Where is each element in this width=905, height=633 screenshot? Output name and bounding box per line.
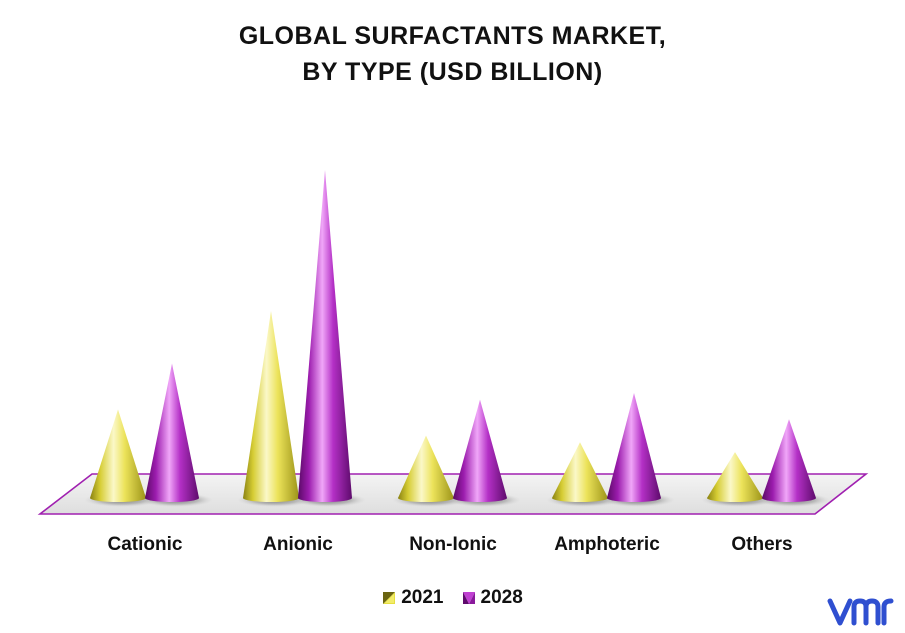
cone-non-ionic-2021 [398,435,454,502]
legend-item-2021: 2021 [382,587,444,609]
category-label-amphoteric: Amphoteric [554,534,660,555]
cone-amphoteric-2021 [552,442,608,502]
legend-label-2028: 2028 [480,587,523,608]
legend-swatch-2021 [383,592,396,604]
cone-non-ionic-2028 [453,399,507,502]
category-label-cationic: Cationic [108,534,183,555]
category-label-non-ionic: Non-Ionic [409,534,497,555]
legend-swatch-2028 [462,592,475,604]
cone-others-2021 [707,452,763,502]
cone-cationic-2028 [145,363,199,502]
cone-others-2028 [762,419,816,502]
legend-label-2021: 2021 [401,587,444,608]
category-label-anionic: Anionic [263,534,333,555]
cone-anionic-2021 [243,311,299,502]
chart-title-line-2: BY TYPE (USD BILLION) [302,58,603,86]
cone-anionic-2028 [298,170,352,502]
chart-title-line-1: GLOBAL SURFACTANTS MARKET, [238,22,667,50]
cone-amphoteric-2028 [607,393,661,502]
vmr-logo-icon [827,598,894,626]
cone-cationic-2021 [90,409,146,502]
chart-legend: 2021 2028 [0,587,905,609]
category-label-others: Others [731,534,792,555]
legend-item-2028: 2028 [462,587,523,609]
